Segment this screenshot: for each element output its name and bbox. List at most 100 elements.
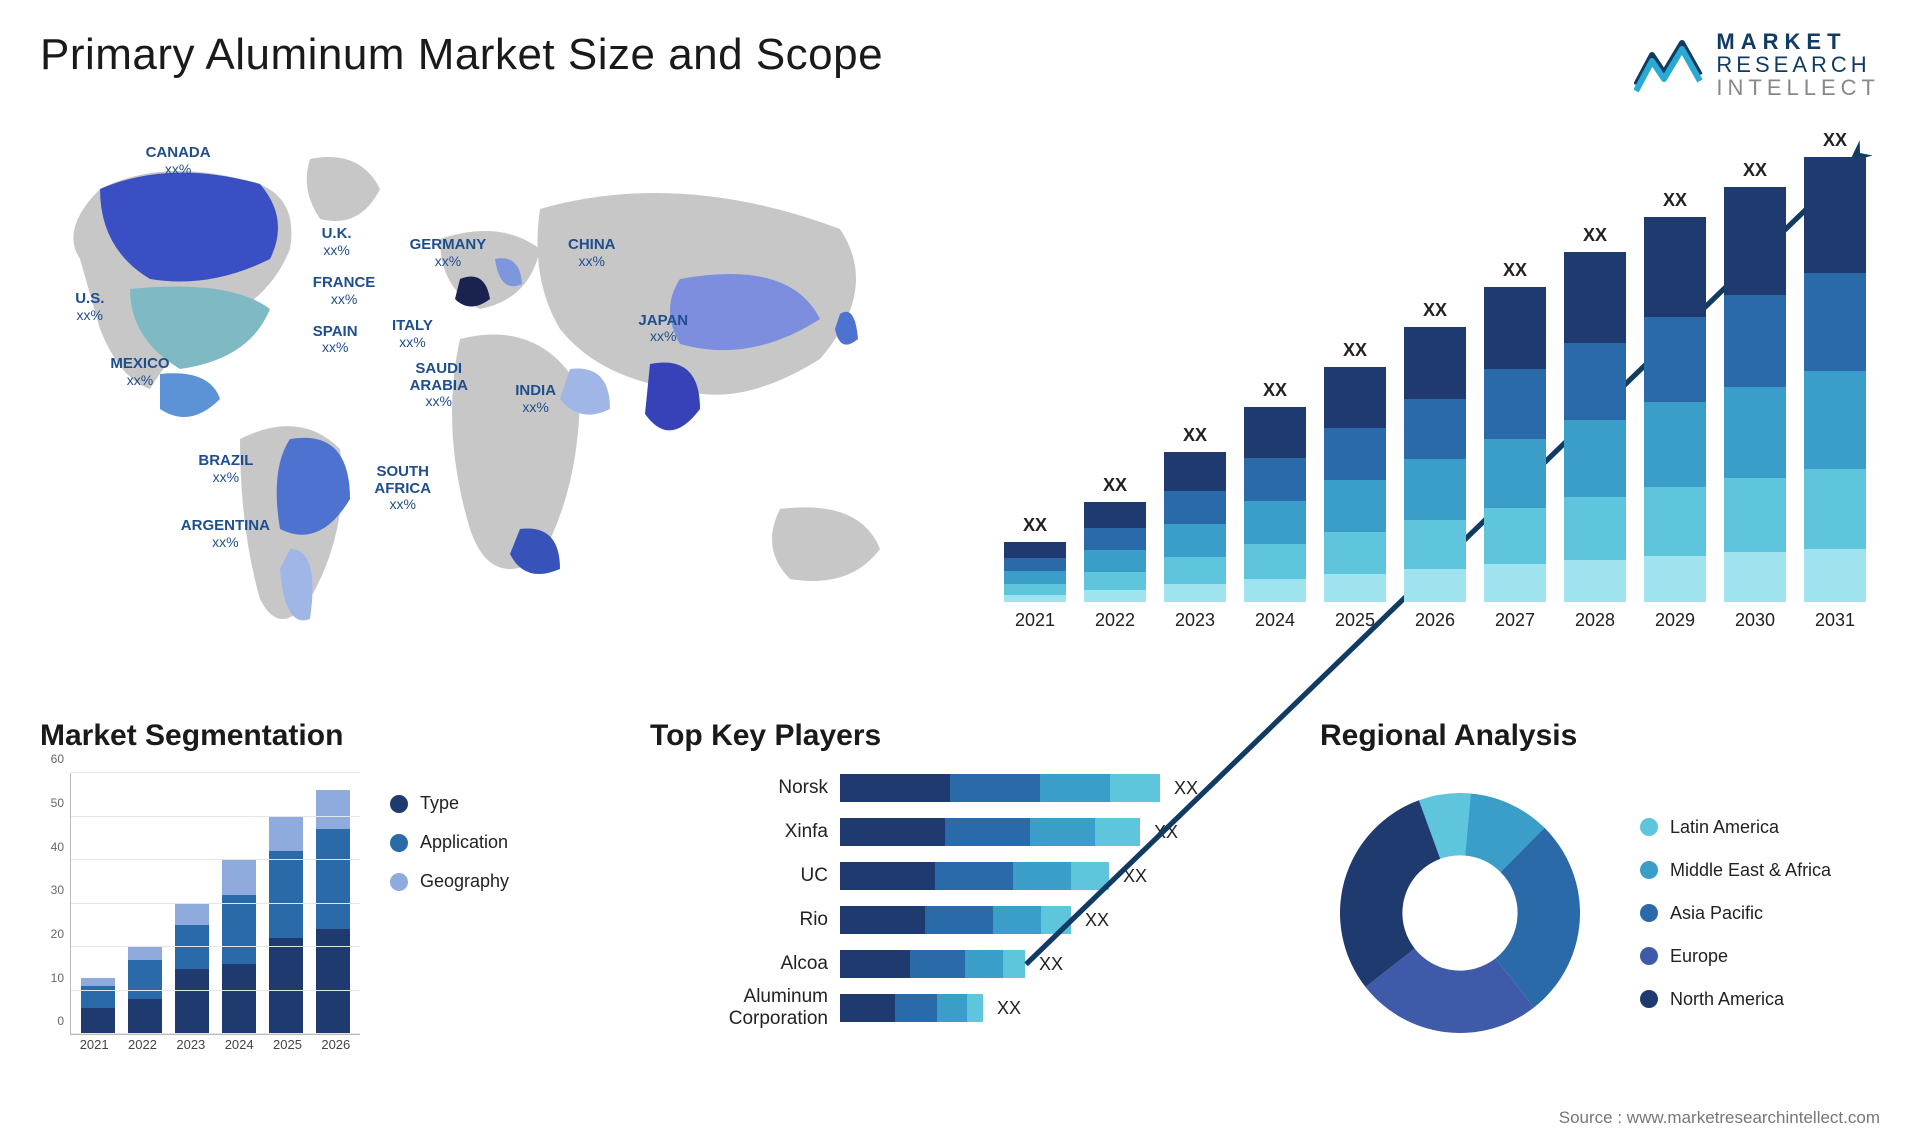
player-bar <box>840 950 1025 978</box>
regional-donut <box>1320 773 1600 1053</box>
player-value: XX <box>1174 778 1198 799</box>
player-row: AlcoaXX <box>650 949 1270 979</box>
growth-bar-year: 2030 <box>1735 610 1775 631</box>
legend-item: Middle East & Africa <box>1640 860 1831 881</box>
legend-item: Latin America <box>1640 817 1831 838</box>
growth-bar-year: 2024 <box>1255 610 1295 631</box>
growth-bar-value: XX <box>1663 190 1687 211</box>
legend-item: North America <box>1640 989 1831 1010</box>
player-bar <box>840 818 1140 846</box>
growth-bar: XX 2024 <box>1240 380 1310 631</box>
player-bar <box>840 774 1160 802</box>
player-bar <box>840 994 983 1022</box>
map-label: INDIAxx% <box>515 383 556 416</box>
map-label: BRAZILxx% <box>198 453 253 486</box>
brand-logo: MARKET RESEARCH INTELLECT <box>1634 30 1880 99</box>
legend-dot-icon <box>390 873 408 891</box>
growth-bar: XX 2029 <box>1640 190 1710 631</box>
growth-bar-value: XX <box>1023 515 1047 536</box>
logo-icon <box>1634 35 1704 95</box>
growth-bar-year: 2031 <box>1815 610 1855 631</box>
map-label: GERMANYxx% <box>410 237 487 270</box>
growth-bar-value: XX <box>1263 380 1287 401</box>
world-map-panel: CANADAxx% U.S.xx% MEXICOxx% BRAZILxx% ARGENT… <box>40 129 920 669</box>
legend-dot-icon <box>1640 947 1658 965</box>
player-value: XX <box>1039 954 1063 975</box>
logo-text-3: INTELLECT <box>1716 76 1880 99</box>
growth-bar-year: 2023 <box>1175 610 1215 631</box>
legend-item: Geography <box>390 871 509 892</box>
players-chart: NorskXXXinfaXXUCXXRioXXAlcoaXXAluminum C… <box>650 773 1270 1023</box>
legend-item: Asia Pacific <box>1640 903 1831 924</box>
legend-item: Application <box>390 832 509 853</box>
growth-bar-year: 2026 <box>1415 610 1455 631</box>
segmentation-panel: Market Segmentation 0102030405060 202120… <box>40 719 600 1063</box>
growth-bar: XX 2025 <box>1320 340 1390 631</box>
growth-bar-value: XX <box>1503 260 1527 281</box>
players-title: Top Key Players <box>650 719 1270 753</box>
map-label: U.S.xx% <box>75 291 104 324</box>
map-label: CANADAxx% <box>146 145 211 178</box>
growth-bar-value: XX <box>1823 130 1847 151</box>
player-value: XX <box>1085 910 1109 931</box>
growth-bar: XX 2028 <box>1560 225 1630 631</box>
map-label: ARGENTINAxx% <box>181 518 270 551</box>
growth-bar-year: 2028 <box>1575 610 1615 631</box>
growth-bar: XX 2021 <box>1000 515 1070 631</box>
growth-bar-year: 2022 <box>1095 610 1135 631</box>
growth-bar: XX 2031 <box>1800 130 1870 631</box>
segmentation-chart: 0102030405060 202120222023202420252026 <box>40 773 360 1063</box>
header: Primary Aluminum Market Size and Scope M… <box>40 30 1880 99</box>
growth-bar-value: XX <box>1583 225 1607 246</box>
growth-bars: XX2021XX2022XX2023XX2024XX2025XX2026XX20… <box>1000 159 1870 631</box>
map-label: FRANCExx% <box>313 275 376 308</box>
segmentation-legend: Type Application Geography <box>390 773 509 1063</box>
growth-bar: XX2022 <box>1080 475 1150 631</box>
legend-dot-icon <box>1640 904 1658 922</box>
map-label: CHINAxx% <box>568 237 616 270</box>
segmentation-bar <box>81 978 115 1035</box>
logo-text-2: RESEARCH <box>1716 53 1880 76</box>
map-label: MEXICOxx% <box>110 356 169 389</box>
growth-bar: XX2023 <box>1160 425 1230 631</box>
segmentation-bar <box>316 790 350 1035</box>
growth-bar-year: 2029 <box>1655 610 1695 631</box>
regional-title: Regional Analysis <box>1320 719 1880 753</box>
growth-bar-year: 2027 <box>1495 610 1535 631</box>
player-value: XX <box>1154 822 1178 843</box>
legend-dot-icon <box>390 795 408 813</box>
segmentation-bar <box>269 816 303 1034</box>
source-attribution: Source : www.marketresearchintellect.com <box>1559 1108 1880 1128</box>
segmentation-title: Market Segmentation <box>40 719 600 753</box>
legend-dot-icon <box>1640 990 1658 1008</box>
regional-panel: Regional Analysis Latin America Middle Ea… <box>1320 719 1880 1063</box>
player-label: Rio <box>650 909 840 931</box>
player-value: XX <box>997 998 1021 1019</box>
player-row: Aluminum CorporationXX <box>650 993 1270 1023</box>
growth-bar-value: XX <box>1423 300 1447 321</box>
map-label: SOUTHAFRICAxx% <box>374 464 431 514</box>
growth-bar-value: XX <box>1343 340 1367 361</box>
legend-item: Type <box>390 793 509 814</box>
map-label: ITALYxx% <box>392 318 433 351</box>
player-label: Norsk <box>650 777 840 799</box>
player-value: XX <box>1123 866 1147 887</box>
growth-bar-year: 2025 <box>1335 610 1375 631</box>
legend-dot-icon <box>1640 818 1658 836</box>
world-map <box>40 129 920 669</box>
segmentation-bar <box>175 903 209 1034</box>
growth-bar-year: 2021 <box>1015 610 1055 631</box>
player-bar <box>840 862 1109 890</box>
player-label: Aluminum Corporation <box>650 986 840 1030</box>
map-label: SPAINxx% <box>313 324 358 357</box>
page-title: Primary Aluminum Market Size and Scope <box>40 30 883 80</box>
player-row: XinfaXX <box>650 817 1270 847</box>
map-label: SAUDIARABIAxx% <box>410 361 468 411</box>
player-bar <box>840 906 1071 934</box>
growth-bar: XX2030 <box>1720 160 1790 631</box>
players-panel: Top Key Players NorskXXXinfaXXUCXXRioXXA… <box>650 719 1270 1063</box>
map-label: JAPANxx% <box>638 313 688 346</box>
player-row: UCXX <box>650 861 1270 891</box>
legend-dot-icon <box>1640 861 1658 879</box>
growth-chart-panel: XX2021XX2022XX2023XX2024XX2025XX2026XX20… <box>980 129 1880 669</box>
